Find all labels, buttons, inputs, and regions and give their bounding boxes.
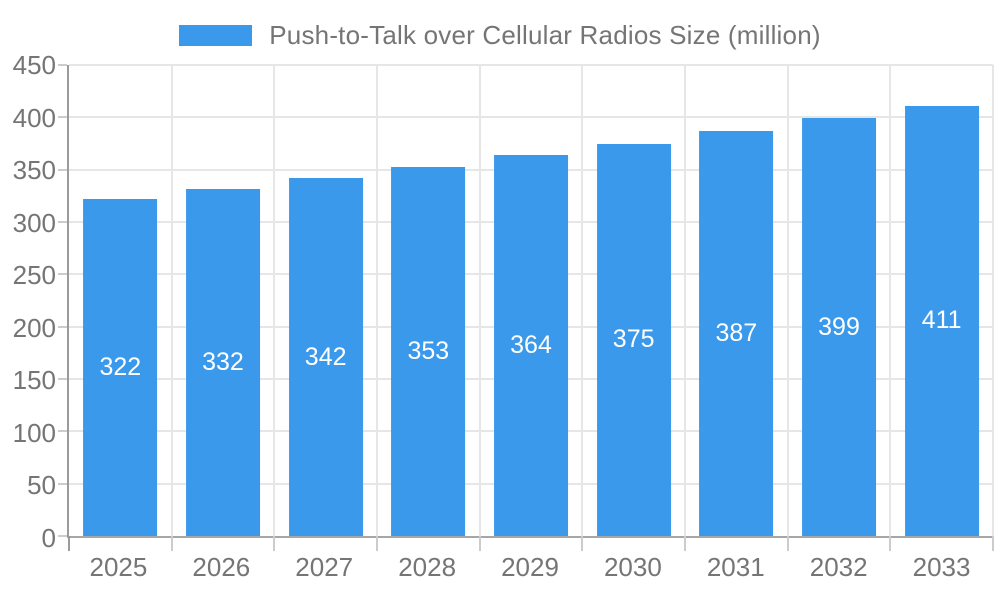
bar-value-label: 332: [202, 347, 244, 376]
category-boundary-gridline: [786, 65, 789, 536]
category-boundary-gridline: [889, 65, 892, 536]
x-axis-tick-label: 2031: [706, 552, 765, 582]
category-boundary-gridline: [478, 65, 481, 536]
bar-value-label: 342: [304, 342, 347, 371]
bar-value-label: 364: [510, 331, 552, 359]
y-axis-tick-label: 200: [12, 312, 56, 343]
y-axis-tick: [58, 221, 67, 224]
bar-value-label: 375: [612, 325, 655, 354]
bar: 353: [391, 166, 466, 536]
bar-value-label: 322: [99, 352, 142, 381]
category-boundary-gridline: [581, 65, 584, 536]
y-axis-tick-label: 150: [12, 365, 56, 396]
y-axis-tick: [58, 168, 67, 171]
bar-value-label: 411: [921, 306, 962, 335]
x-axis-tick: [68, 536, 70, 551]
y-axis-tick-label: 400: [12, 102, 56, 133]
x-axis-tick-label: 2025: [89, 552, 148, 582]
bar-value-label: 387: [715, 318, 758, 347]
y-axis-tick: [58, 273, 67, 276]
x-axis-tick: [786, 536, 789, 551]
category-boundary-gridline: [273, 65, 276, 536]
y-axis-tick: [58, 64, 67, 66]
y-axis-tick: [58, 482, 67, 485]
bar: 332: [186, 188, 260, 536]
y-axis-tick-label: 350: [12, 155, 56, 186]
plot-area: 322 332 342 353 364 375 387 399 411: [58, 64, 994, 551]
x-axis-labels: 2025 2026 2027 2028 2029 2030 2031 2032 2033: [67, 552, 993, 586]
y-axis-tick: [58, 430, 67, 433]
legend: Push-to-Talk over Cellular Radios Size (…: [0, 20, 1000, 51]
x-axis-tick-label: 2030: [603, 552, 662, 582]
category-boundary-gridline: [170, 65, 173, 536]
x-axis-tick-label: 2033: [912, 552, 971, 582]
x-axis-tick: [375, 536, 378, 551]
bar: 411: [904, 105, 979, 536]
y-axis-tick: [58, 325, 67, 328]
y-gridline: [69, 116, 993, 119]
x-axis-tick-label: 2029: [501, 552, 559, 582]
y-axis-tick-label: 300: [12, 207, 56, 238]
y-axis-tick-label: 0: [41, 523, 56, 553]
category-boundary-gridline: [992, 65, 994, 536]
bar: 387: [699, 130, 774, 536]
legend-swatch: [179, 25, 253, 46]
bar: 364: [494, 155, 568, 536]
bar: 399: [802, 118, 876, 536]
x-axis-tick-label: 2032: [809, 552, 868, 582]
x-axis-tick: [683, 536, 686, 551]
x-axis-tick: [992, 536, 994, 551]
y-axis-tick: [58, 535, 67, 537]
y-axis-tick-label: 50: [27, 470, 56, 501]
bar-value-label: 353: [407, 336, 450, 365]
bar: 342: [288, 178, 363, 536]
category-boundary-gridline: [683, 65, 686, 536]
y-axis-tick: [58, 378, 67, 381]
y-axis-tick-label: 450: [12, 50, 56, 80]
bar: 375: [596, 143, 671, 536]
x-axis-tick-label: 2026: [192, 552, 251, 582]
x-axis-tick: [273, 536, 276, 551]
category-boundary-gridline: [375, 65, 378, 536]
x-axis-tick: [889, 536, 892, 551]
x-axis-tick: [581, 536, 584, 551]
bar-value-label: 399: [818, 312, 860, 341]
y-axis-tick-label: 100: [12, 417, 56, 448]
y-axis-tick: [58, 116, 67, 119]
y-axis-labels: 0 50 100 150 200 250 300 350 400 450: [0, 52, 56, 551]
x-axis-tick: [170, 536, 173, 551]
legend-label: Push-to-Talk over Cellular Radios Size (…: [269, 20, 821, 50]
y-axis-tick-label: 250: [12, 260, 56, 291]
x-axis-tick: [478, 536, 481, 551]
bar: 322: [83, 198, 158, 536]
y-gridline: [69, 64, 993, 66]
x-axis-tick-label: 2027: [295, 552, 354, 582]
x-axis-tick-label: 2028: [398, 552, 457, 582]
